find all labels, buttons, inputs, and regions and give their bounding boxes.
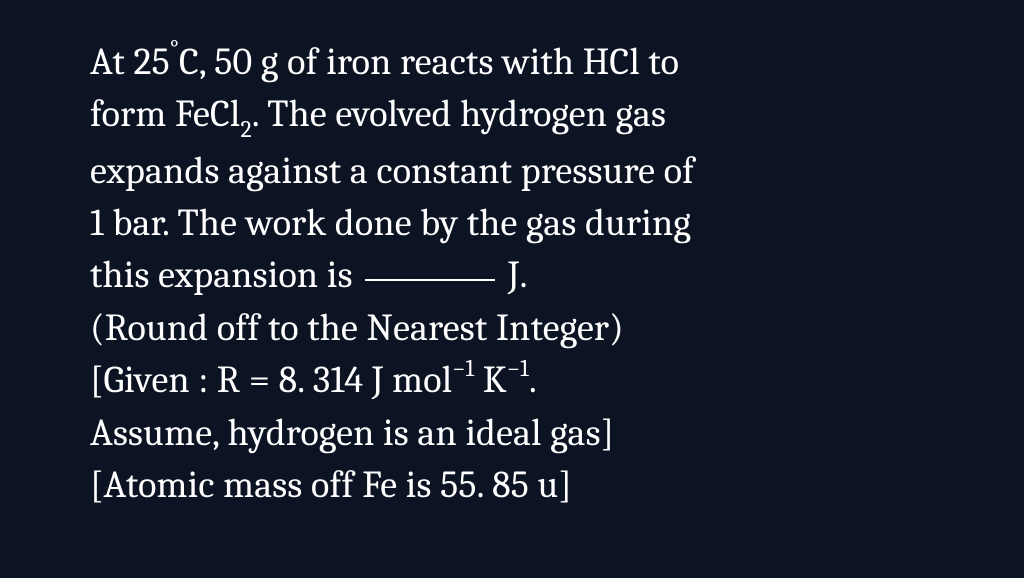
text-atomic-mass: [Atomic mass off Fe is 55. 85 u] <box>90 463 572 507</box>
degree-symbol: ° <box>170 35 179 62</box>
temp-value: 25 <box>134 40 170 84</box>
subscript-2: 2 <box>240 116 251 143</box>
text-1bar: 1 bar. The work done by the gas during <box>90 201 691 245</box>
text-mass-reacts: C, 50 g of iron reacts with <box>179 40 583 84</box>
line-1: At 25°C, 50 g of iron reacts with HCl to <box>90 36 954 88</box>
unit-k-inv: K−1 <box>474 358 529 402</box>
fecl-text: FeCl <box>175 92 240 136</box>
line-6: (Round off to the Nearest Integer) <box>90 302 954 354</box>
line-3: expands against a constant pressure of <box>90 145 954 197</box>
line-4: 1 bar. The work done by the gas during <box>90 197 954 249</box>
answer-blank <box>365 279 495 281</box>
sup-neg1-a: −1 <box>452 355 474 382</box>
line-5: this expansion is J. <box>90 249 954 301</box>
unit-mol-inv: mol−1 <box>392 358 474 402</box>
text-form: form <box>90 92 175 136</box>
text-at: At <box>90 40 134 84</box>
formula-fecl2: FeCl2 <box>175 92 252 136</box>
text-this-expansion: this expansion is <box>90 253 361 297</box>
text-evolved: . The evolved hydrogen gas <box>252 92 666 136</box>
line-8: Assume, hydrogen is an ideal gas] <box>90 407 954 459</box>
text-round-off: (Round off to the Nearest Integer) <box>90 306 624 350</box>
line-9: [Atomic mass off Fe is 55. 85 u] <box>90 459 954 511</box>
text-given-close: . <box>529 358 537 402</box>
k-text: K <box>474 358 507 402</box>
temperature: 25° <box>134 40 179 84</box>
question-text: At 25°C, 50 g of iron reacts with HCl to… <box>0 0 1024 578</box>
formula-hcl: HCl <box>583 40 640 84</box>
sup-neg1-b: −1 <box>507 355 529 382</box>
line-7: [Given : R = 8. 314 J mol−1 K−1. <box>90 354 954 406</box>
text-expands: expands against a constant pressure of <box>90 149 694 193</box>
line-2: form FeCl2. The evolved hydrogen gas <box>90 88 954 144</box>
text-given-open: [Given : R = 8. 314 J <box>90 358 392 402</box>
text-joule: J. <box>499 253 527 297</box>
text-to: to <box>640 40 679 84</box>
mol-text: mol <box>392 358 452 402</box>
text-assume: Assume, hydrogen is an ideal gas] <box>90 411 614 455</box>
